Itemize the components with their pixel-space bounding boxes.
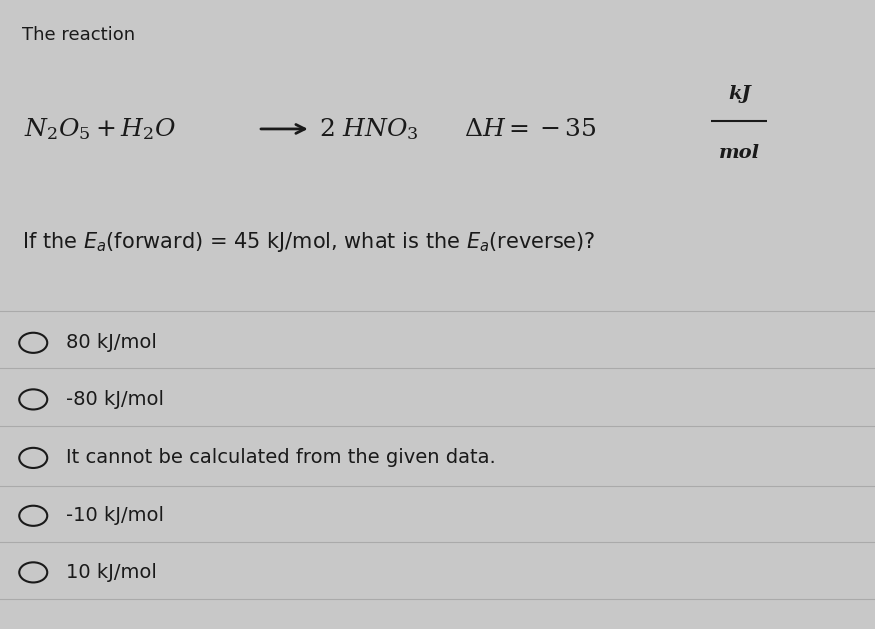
Text: $2\ HNO_3$: $2\ HNO_3$ [319, 116, 419, 142]
Text: mol: mol [719, 144, 760, 162]
Text: -10 kJ/mol: -10 kJ/mol [66, 506, 164, 525]
Text: If the $E_a$(forward) = 45 kJ/mol, what is the $E_a$(reverse)?: If the $E_a$(forward) = 45 kJ/mol, what … [22, 230, 596, 254]
Text: 10 kJ/mol: 10 kJ/mol [66, 563, 157, 582]
Text: $\Delta H = -35$: $\Delta H = -35$ [464, 117, 597, 141]
Text: The reaction: The reaction [22, 26, 135, 43]
Text: kJ: kJ [728, 86, 751, 103]
Text: It cannot be calculated from the given data.: It cannot be calculated from the given d… [66, 448, 495, 467]
Text: $N_2O_5 + H_2O$: $N_2O_5 + H_2O$ [24, 116, 177, 142]
Text: 80 kJ/mol: 80 kJ/mol [66, 333, 157, 352]
Text: -80 kJ/mol: -80 kJ/mol [66, 390, 164, 409]
